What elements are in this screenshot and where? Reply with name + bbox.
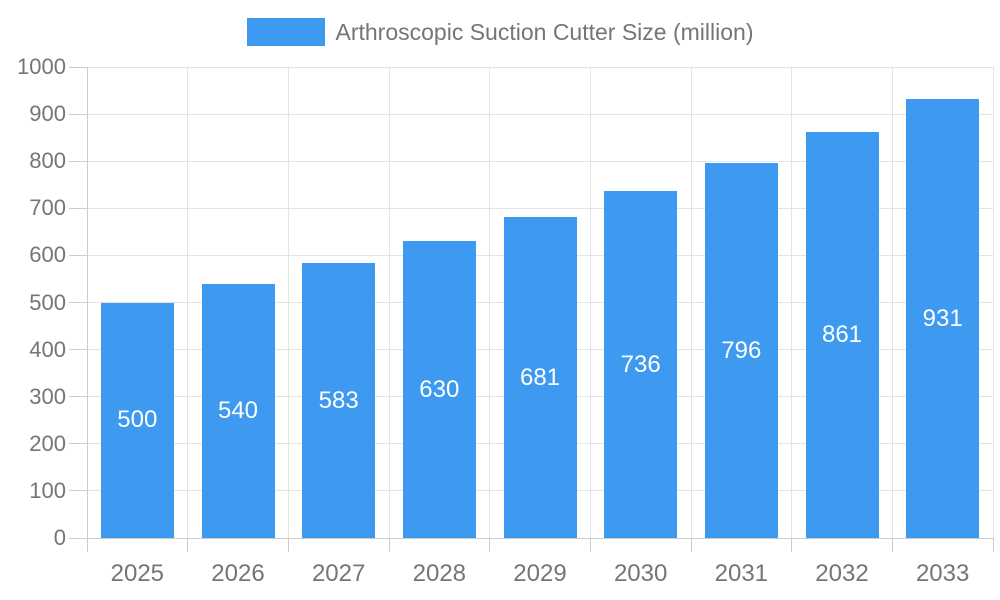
y-axis-tick	[69, 537, 87, 539]
y-axis-tick	[69, 66, 87, 68]
y-axis-tick	[69, 349, 87, 351]
y-axis-label: 200	[29, 430, 66, 456]
bar[interactable]: 500	[100, 302, 174, 538]
bar[interactable]: 931	[906, 99, 980, 538]
x-axis-label: 2028	[412, 560, 467, 587]
gridline-vertical	[287, 67, 289, 538]
gridline-horizontal	[87, 113, 993, 115]
y-axis-label: 800	[29, 148, 66, 174]
x-axis-tick	[992, 538, 994, 552]
x-axis-tick	[489, 538, 491, 552]
bar[interactable]: 583	[302, 263, 376, 538]
x-axis-tick	[891, 538, 893, 552]
x-axis-label: 2032	[815, 560, 869, 587]
x-axis-label: 2027	[311, 560, 366, 587]
gridline-vertical	[489, 67, 491, 538]
legend-series-label: Arthroscopic Suction Cutter Size (millio…	[335, 18, 754, 45]
x-axis-tick	[86, 538, 88, 552]
y-axis-tick	[69, 490, 87, 492]
x-axis-label: 2033	[915, 560, 970, 587]
y-axis-label: 700	[29, 195, 66, 221]
bar[interactable]: 681	[503, 217, 577, 538]
bar-value-label: 931	[922, 304, 963, 332]
gridline-vertical	[992, 67, 994, 538]
bar[interactable]: 861	[805, 132, 879, 538]
y-axis-tick	[69, 207, 87, 209]
x-axis-label: 2031	[714, 560, 769, 587]
y-axis-tick	[69, 160, 87, 162]
bar-value-label: 540	[217, 396, 259, 424]
x-axis-tick	[388, 538, 390, 552]
y-axis-label: 500	[29, 289, 66, 315]
gridline-horizontal	[87, 160, 993, 162]
y-axis-label: 900	[29, 101, 66, 127]
bar-value-label: 583	[318, 386, 359, 414]
y-axis-label: 600	[29, 242, 66, 268]
y-axis-label: 300	[29, 383, 66, 409]
y-axis-line	[86, 67, 88, 538]
x-axis-label: 2025	[110, 560, 165, 587]
bar[interactable]: 630	[402, 241, 476, 538]
gridline-horizontal	[87, 66, 993, 68]
x-axis-label: 2029	[513, 560, 567, 587]
gridline-vertical	[690, 67, 692, 538]
gridline-vertical	[791, 67, 793, 538]
y-axis-tick	[69, 302, 87, 303]
bar[interactable]: 540	[201, 283, 275, 538]
bar[interactable]: 796	[704, 163, 778, 538]
y-axis-tick	[69, 443, 87, 445]
legend-swatch	[246, 18, 325, 46]
gridline-horizontal	[87, 207, 993, 209]
y-axis-tick	[69, 254, 87, 256]
y-axis-tick	[69, 396, 87, 398]
x-axis-tick	[791, 538, 793, 552]
x-axis-tick	[690, 538, 692, 552]
x-axis-label: 2030	[613, 560, 668, 587]
x-axis-label: 2026	[211, 560, 265, 587]
gridline-vertical	[388, 67, 390, 538]
gridline-vertical	[187, 67, 189, 538]
bar-value-label: 736	[620, 350, 661, 378]
bar-value-label: 681	[519, 363, 561, 391]
bar-value-label: 861	[821, 321, 863, 349]
y-axis-label: 0	[53, 525, 66, 550]
chart-legend[interactable]: Arthroscopic Suction Cutter Size (millio…	[0, 18, 1000, 46]
x-axis-line	[87, 537, 993, 539]
y-axis-label: 1000	[17, 54, 66, 79]
y-axis-label: 400	[29, 336, 66, 362]
bar-value-label: 500	[117, 406, 158, 434]
x-axis-tick	[287, 538, 289, 552]
bar[interactable]: 736	[604, 191, 678, 538]
gridline-vertical	[891, 67, 893, 538]
x-axis-tick	[589, 538, 591, 552]
bar-value-label: 630	[419, 375, 460, 403]
x-axis-tick	[187, 538, 189, 552]
bar-value-label: 796	[721, 336, 762, 364]
gridline-vertical	[589, 67, 591, 538]
y-axis-tick	[69, 113, 87, 115]
y-axis-label: 100	[29, 477, 66, 503]
